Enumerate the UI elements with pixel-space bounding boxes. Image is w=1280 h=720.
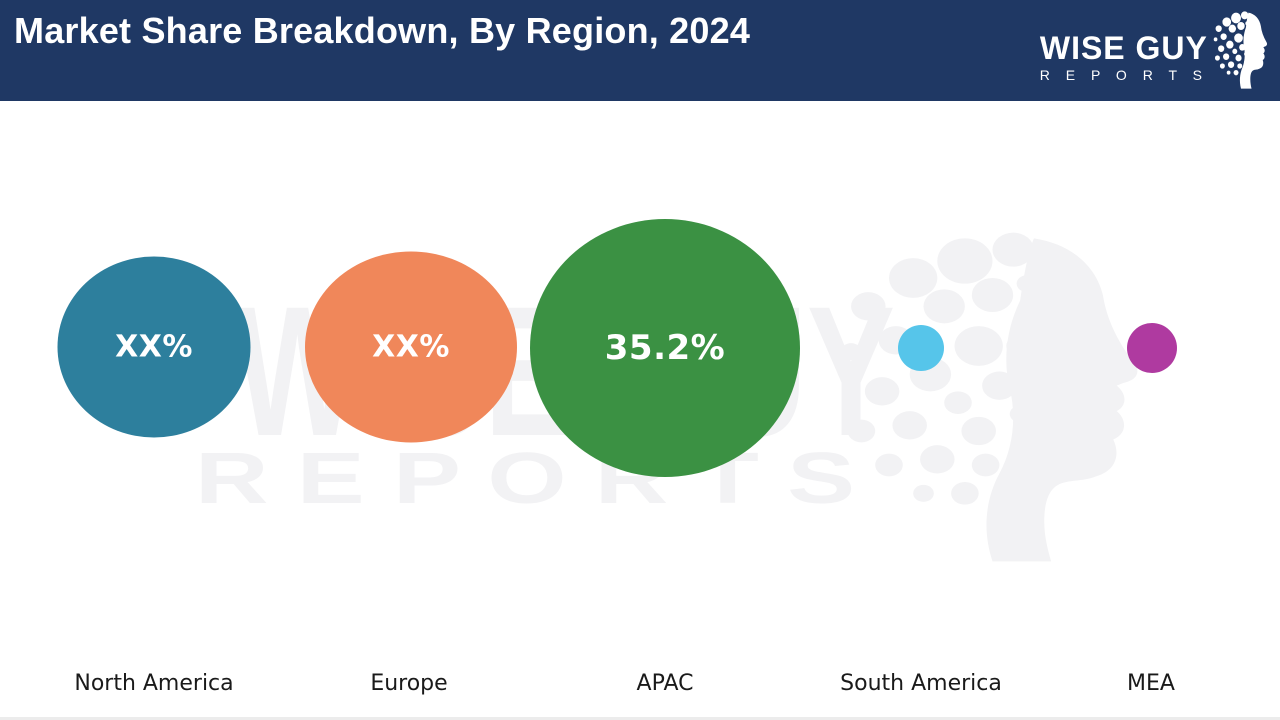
watermark-subtext: R E P O R T S: [195, 439, 855, 519]
watermark-head-icon: [820, 227, 1165, 567]
page-title: Market Share Breakdown, By Region, 2024: [14, 10, 751, 51]
bubble-south-america: [898, 325, 944, 371]
logo-text: WISE GUY R E P O R T S: [1040, 32, 1208, 82]
bubble-europe: XX%: [305, 251, 517, 443]
category-label-apac: APAC: [636, 671, 694, 696]
bubble-mea: [1127, 323, 1177, 373]
category-label-south-america: South America: [840, 671, 1002, 696]
category-label-mea: MEA: [1127, 671, 1175, 696]
chart-canvas: WISE GUY R E P O R T S XX% XX% 35.2% Nor…: [0, 101, 1280, 717]
logo-wordmark: WISE GUY: [1039, 30, 1208, 66]
bubble-value-label-europe: XX%: [372, 329, 450, 365]
header-bar: Market Share Breakdown, By Region, 2024 …: [0, 0, 1280, 101]
wiseguy-logo: WISE GUY R E P O R T S: [1040, 4, 1272, 96]
logo-subtext: R E P O R T S: [1039, 67, 1208, 83]
bubble-value-label-north-america: XX%: [115, 329, 193, 365]
category-label-europe: Europe: [370, 671, 448, 696]
bubble-north-america: XX%: [57, 256, 251, 438]
wiseguy-head-icon: [1210, 10, 1272, 90]
bubble-apac: 35.2%: [530, 219, 800, 477]
bubble-value-label-apac: 35.2%: [604, 328, 726, 368]
category-label-north-america: North America: [74, 671, 234, 696]
